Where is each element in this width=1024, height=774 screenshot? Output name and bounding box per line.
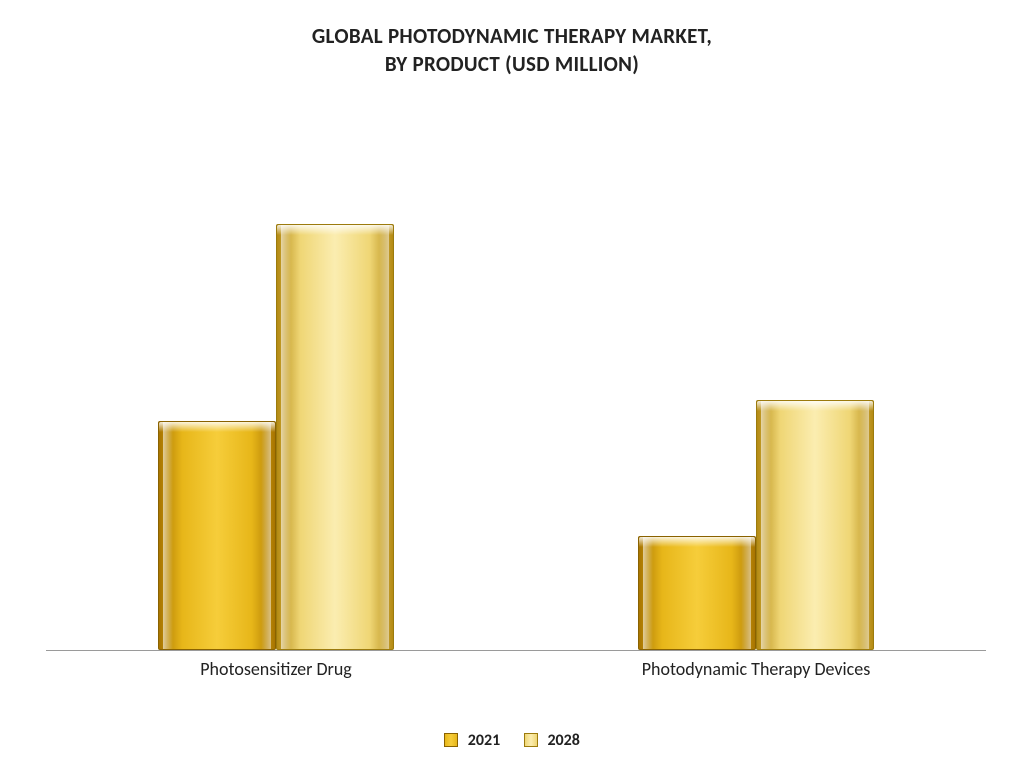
bar-2021-photodynamic-therapy-devices — [638, 536, 756, 650]
legend-swatch-2021 — [444, 733, 458, 747]
bar-2028-photosensitizer-drug — [276, 224, 394, 650]
legend: 2021 2028 — [0, 731, 1024, 750]
chart-title: GLOBAL PHOTODYNAMIC THERAPY MARKET, BY P… — [0, 22, 1024, 79]
plot-area — [46, 130, 986, 651]
chart-container: GLOBAL PHOTODYNAMIC THERAPY MARKET, BY P… — [0, 0, 1024, 774]
chart-title-line2: BY PRODUCT (USD MILLION) — [385, 51, 639, 77]
legend-item-2021: 2021 — [444, 731, 500, 750]
legend-label-2021: 2021 — [468, 731, 500, 750]
legend-item-2028: 2028 — [524, 731, 580, 750]
category-labels: Photosensitizer Drug Photodynamic Therap… — [46, 658, 986, 688]
legend-label-2028: 2028 — [547, 731, 579, 750]
category-label-1: Photodynamic Therapy Devices — [586, 658, 926, 680]
bar-2021-photosensitizer-drug — [158, 421, 276, 650]
bar-2028-photodynamic-therapy-devices — [756, 400, 874, 650]
legend-swatch-2028 — [524, 733, 538, 747]
chart-title-line1: GLOBAL PHOTODYNAMIC THERAPY MARKET, — [312, 23, 712, 49]
category-label-0: Photosensitizer Drug — [106, 658, 446, 680]
